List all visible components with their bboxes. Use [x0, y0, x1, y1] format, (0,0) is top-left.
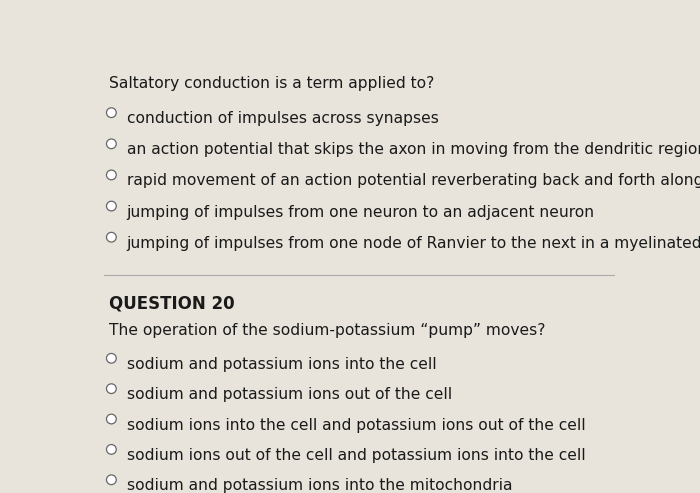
Text: sodium and potassium ions out of the cell: sodium and potassium ions out of the cel…: [127, 387, 452, 402]
Ellipse shape: [106, 170, 116, 180]
Ellipse shape: [106, 475, 116, 485]
Text: sodium ions out of the cell and potassium ions into the cell: sodium ions out of the cell and potassiu…: [127, 448, 585, 463]
Ellipse shape: [106, 414, 116, 424]
Text: sodium and potassium ions into the mitochondria: sodium and potassium ions into the mitoc…: [127, 478, 512, 493]
Text: jumping of impulses from one node of Ranvier to the next in a myelinated neuron: jumping of impulses from one node of Ran…: [127, 236, 700, 250]
Text: rapid movement of an action potential reverberating back and forth along a neuro: rapid movement of an action potential re…: [127, 174, 700, 188]
Text: an action potential that skips the axon in moving from the dendritic region to t: an action potential that skips the axon …: [127, 142, 700, 157]
Text: Saltatory conduction is a term applied to?: Saltatory conduction is a term applied t…: [109, 76, 435, 91]
Ellipse shape: [106, 232, 116, 242]
Ellipse shape: [106, 108, 116, 117]
Ellipse shape: [106, 384, 116, 393]
Text: sodium ions into the cell and potassium ions out of the cell: sodium ions into the cell and potassium …: [127, 418, 585, 432]
Text: The operation of the sodium-potassium “pump” moves?: The operation of the sodium-potassium “p…: [109, 323, 546, 338]
Ellipse shape: [106, 139, 116, 149]
Ellipse shape: [106, 201, 116, 211]
Text: conduction of impulses across synapses: conduction of impulses across synapses: [127, 111, 438, 126]
Text: sodium and potassium ions into the cell: sodium and potassium ions into the cell: [127, 357, 436, 372]
Ellipse shape: [106, 353, 116, 363]
Text: QUESTION 20: QUESTION 20: [109, 295, 234, 313]
Text: jumping of impulses from one neuron to an adjacent neuron: jumping of impulses from one neuron to a…: [127, 205, 595, 219]
Ellipse shape: [106, 445, 116, 454]
